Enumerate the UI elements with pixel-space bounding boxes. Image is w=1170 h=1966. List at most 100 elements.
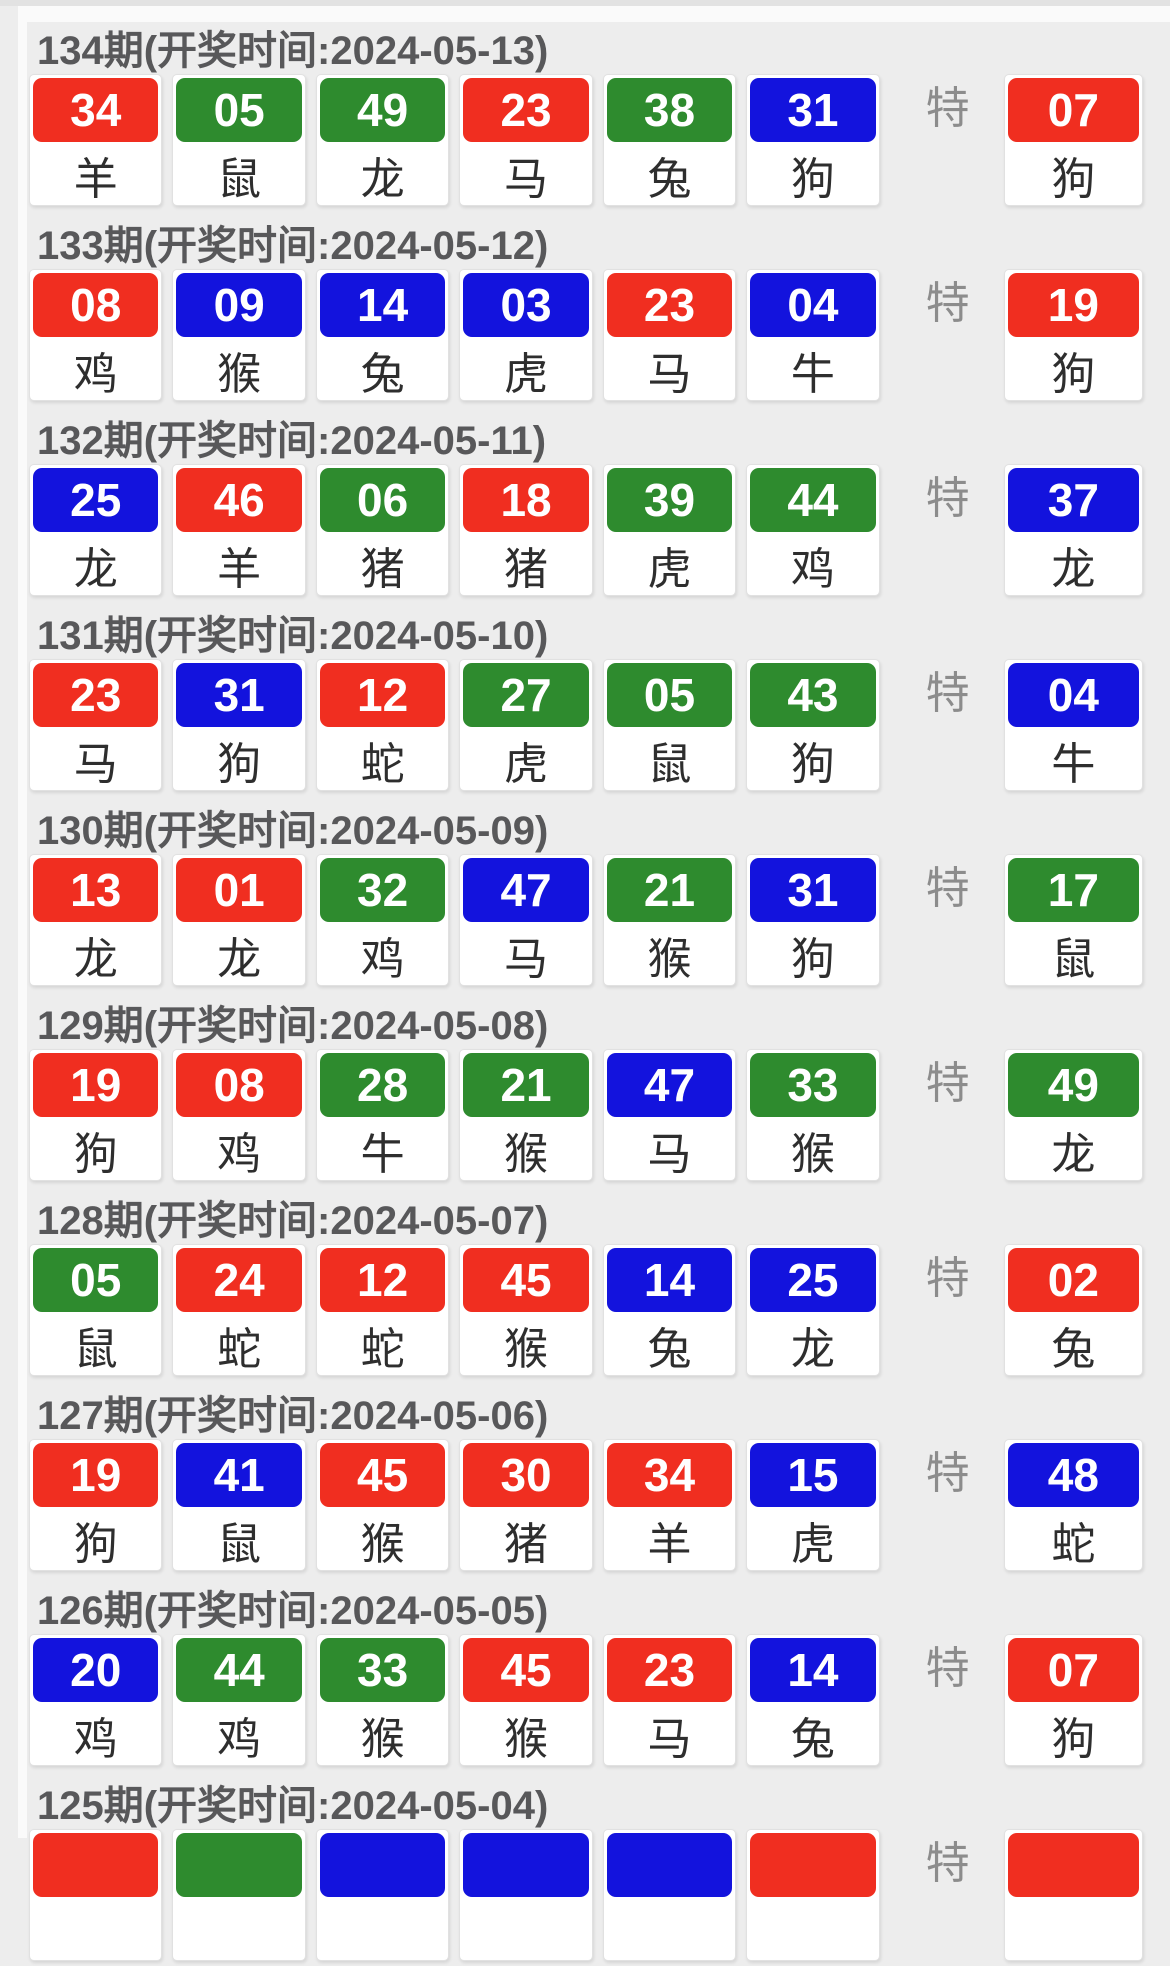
number-ball: 07 <box>1007 78 1140 142</box>
number-ball: 19 <box>33 1053 159 1117</box>
number-ball: 28 <box>319 1053 446 1117</box>
number-ball <box>750 1833 876 1897</box>
zodiac-label: 羊 <box>647 1520 692 1569</box>
draw-title: 127期(开奖时间:2024-05-06) <box>37 1394 549 1438</box>
zodiac-label: 猪 <box>360 545 405 594</box>
draw-numbers: 20 鸡 44 鸡 33 猴 45 猴 23 马 14 兔 特 07 狗 <box>29 1634 1144 1767</box>
number-cell: 21 猴 <box>602 854 737 986</box>
zodiac-label: 兔 <box>1051 1325 1096 1374</box>
number-ball: 44 <box>176 1638 302 1702</box>
number-cell: 33 猴 <box>315 1634 450 1766</box>
zodiac-label: 蛇 <box>360 1325 405 1374</box>
special-number-cell: 37 龙 <box>1003 464 1144 596</box>
number-cell: 12 蛇 <box>315 659 450 791</box>
number-ball: 14 <box>319 273 446 337</box>
number-cell <box>29 1829 163 1961</box>
draw-numbers: 08 鸡 09 猴 14 兔 03 虎 23 马 04 牛 特 19 狗 <box>29 269 1144 402</box>
draw-title: 131期(开奖时间:2024-05-10) <box>37 614 549 658</box>
special-number-cell <box>1003 1829 1144 1961</box>
number-ball: 01 <box>176 858 302 922</box>
zodiac-label: 鸡 <box>217 1715 262 1764</box>
zodiac-label <box>460 1900 591 1960</box>
number-ball <box>319 1833 446 1897</box>
number-cell: 47 马 <box>459 854 593 986</box>
zodiac-label: 猴 <box>217 350 262 399</box>
number-ball: 20 <box>33 1638 159 1702</box>
number-cell: 49 龙 <box>315 74 450 206</box>
draw-numbers: 19 狗 08 鸡 28 牛 21 猴 47 马 33 猴 特 49 龙 <box>29 1049 1144 1182</box>
zodiac-label: 猴 <box>504 1715 549 1764</box>
special-marker: 特 <box>925 864 970 913</box>
number-ball <box>606 1833 733 1897</box>
draw-numbers: 23 马 31 狗 12 蛇 27 虎 05 鼠 43 狗 特 04 牛 <box>29 659 1144 792</box>
draw-row: 126期(开奖时间:2024-05-05) 20 鸡 44 鸡 33 猴 45 … <box>29 1576 1144 1771</box>
special-number-cell: 48 蛇 <box>1003 1439 1144 1571</box>
special-number-cell: 49 龙 <box>1003 1049 1144 1181</box>
zodiac-label: 猪 <box>504 545 549 594</box>
number-ball: 27 <box>463 663 589 727</box>
zodiac-label: 鸡 <box>790 545 835 594</box>
results-list: 134期(开奖时间:2024-05-13) 34 羊 05 鼠 49 龙 23 … <box>29 16 1144 1966</box>
draw-title: 130期(开奖时间:2024-05-09) <box>37 809 549 853</box>
number-ball <box>463 1833 589 1897</box>
zodiac-label: 虎 <box>504 740 549 789</box>
zodiac-label: 龙 <box>1051 545 1096 594</box>
number-ball: 06 <box>319 468 446 532</box>
zodiac-label: 狗 <box>1051 350 1096 399</box>
number-cell: 08 鸡 <box>29 269 163 401</box>
draw-numbers: 19 狗 41 鼠 45 猴 30 猪 34 羊 15 虎 特 48 蛇 <box>29 1439 1144 1572</box>
number-cell <box>315 1829 450 1961</box>
zodiac-label: 龙 <box>790 1325 835 1374</box>
draw-row: 132期(开奖时间:2024-05-11) 25 龙 46 羊 06 猪 18 … <box>29 406 1144 601</box>
number-ball: 49 <box>1007 1053 1140 1117</box>
number-cell: 04 牛 <box>746 269 880 401</box>
number-ball: 23 <box>33 663 159 727</box>
number-ball: 13 <box>33 858 159 922</box>
zodiac-label <box>30 1900 161 1960</box>
zodiac-label <box>747 1900 878 1960</box>
number-cell: 19 狗 <box>29 1439 163 1571</box>
number-cell: 23 马 <box>29 659 163 791</box>
zodiac-label: 猴 <box>360 1715 405 1764</box>
number-ball: 46 <box>176 468 302 532</box>
special-marker: 特 <box>925 1449 970 1498</box>
left-strip <box>18 6 27 1838</box>
zodiac-label: 猴 <box>790 1130 835 1179</box>
zodiac-label: 兔 <box>790 1715 835 1764</box>
number-ball: 07 <box>1007 1638 1140 1702</box>
number-ball: 15 <box>750 1443 876 1507</box>
draw-title: 126期(开奖时间:2024-05-05) <box>37 1589 549 1633</box>
number-ball <box>33 1833 159 1897</box>
special-marker: 特 <box>925 1254 970 1303</box>
number-ball: 09 <box>176 273 302 337</box>
zodiac-label: 龙 <box>217 935 262 984</box>
number-cell: 12 蛇 <box>315 1244 450 1376</box>
number-cell: 31 狗 <box>746 74 880 206</box>
draw-numbers: 34 羊 05 鼠 49 龙 23 马 38 兔 31 狗 特 07 狗 <box>29 74 1144 207</box>
draw-title: 128期(开奖时间:2024-05-07) <box>37 1199 549 1243</box>
number-cell: 05 鼠 <box>29 1244 163 1376</box>
zodiac-label: 蛇 <box>360 740 405 789</box>
draw-title: 134期(开奖时间:2024-05-13) <box>37 29 549 73</box>
number-cell: 32 鸡 <box>315 854 450 986</box>
number-ball: 49 <box>319 78 446 142</box>
number-cell: 13 龙 <box>29 854 163 986</box>
number-ball: 21 <box>606 858 733 922</box>
zodiac-label: 鸡 <box>73 350 118 399</box>
number-cell: 14 兔 <box>315 269 450 401</box>
zodiac-label: 虎 <box>790 1520 835 1569</box>
number-ball: 12 <box>319 663 446 727</box>
number-ball: 05 <box>176 78 302 142</box>
zodiac-label <box>1005 1900 1142 1960</box>
zodiac-label: 鸡 <box>73 1715 118 1764</box>
number-cell: 23 马 <box>459 74 593 206</box>
zodiac-label: 牛 <box>790 350 835 399</box>
number-cell <box>459 1829 593 1961</box>
number-ball: 47 <box>606 1053 733 1117</box>
number-ball: 23 <box>606 1638 733 1702</box>
number-ball: 25 <box>750 1248 876 1312</box>
number-cell: 45 猴 <box>459 1244 593 1376</box>
number-ball: 19 <box>1007 273 1140 337</box>
draw-numbers: 13 龙 01 龙 32 鸡 47 马 21 猴 31 狗 特 17 鼠 <box>29 854 1144 987</box>
zodiac-label: 猪 <box>504 1520 549 1569</box>
